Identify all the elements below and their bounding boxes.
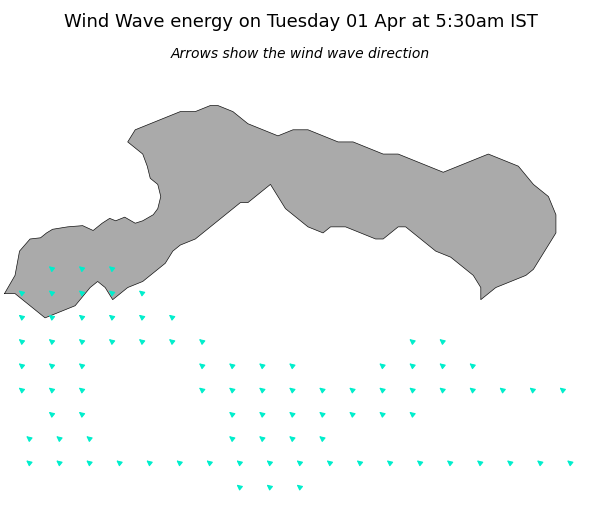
Polygon shape (4, 105, 556, 318)
Text: Wind Wave energy on Tuesday 01 Apr at 5:30am IST: Wind Wave energy on Tuesday 01 Apr at 5:… (64, 13, 537, 31)
Text: Arrows show the wind wave direction: Arrows show the wind wave direction (171, 47, 430, 61)
